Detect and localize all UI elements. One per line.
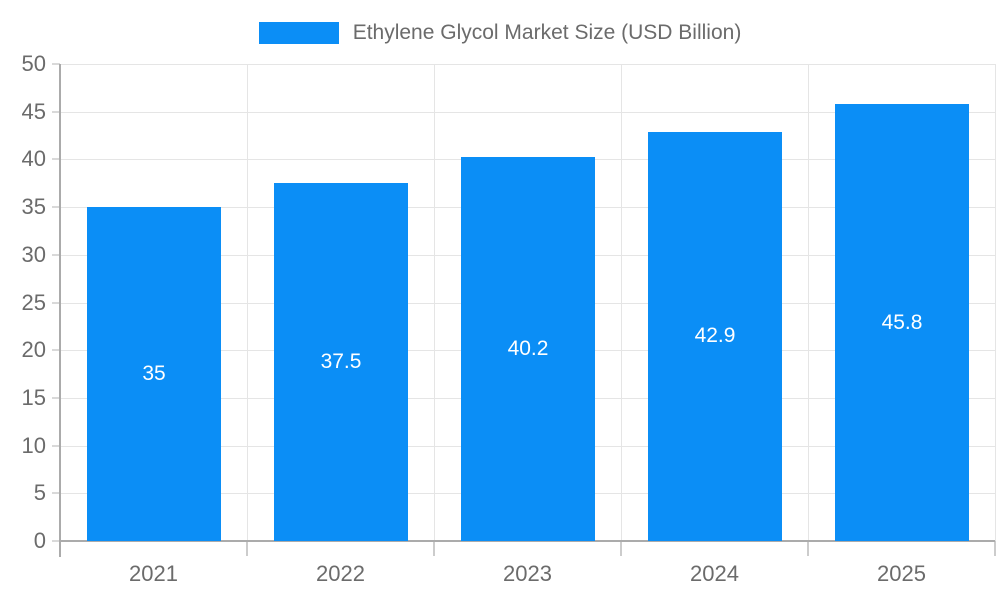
y-axis-tick-label-30: 30 — [21, 242, 46, 267]
x-axis-line — [60, 540, 995, 542]
y-axis-tick-label-15: 15 — [21, 385, 46, 410]
y-axis-tick-15 — [52, 397, 60, 399]
x-gridline-3 — [621, 64, 622, 541]
y-axis-tick-label-0: 0 — [33, 528, 46, 553]
x-gridline-5 — [995, 64, 996, 541]
x-axis-tick-4 — [807, 541, 809, 556]
bar-2024 — [648, 132, 782, 541]
y-gridline-50 — [60, 64, 995, 65]
x-gridline-4 — [808, 64, 809, 541]
x-axis-tick-label-2022: 2022 — [316, 561, 365, 586]
x-axis-tick-3 — [620, 541, 622, 556]
bar-2022 — [274, 183, 408, 541]
y-axis-tick-label-40: 40 — [21, 146, 46, 171]
y-axis-tick-10 — [52, 445, 60, 447]
y-axis-tick-label-5: 5 — [33, 480, 46, 505]
legend-label: Ethylene Glycol Market Size (USD Billion… — [352, 21, 742, 44]
y-axis-tick-20 — [52, 349, 60, 351]
bar-2025 — [835, 104, 969, 541]
y-axis-tick-5 — [52, 492, 60, 494]
y-axis-tick-40 — [52, 158, 60, 160]
y-axis-line — [59, 64, 61, 557]
bar-2023 — [461, 157, 595, 541]
x-axis-tick-1 — [246, 541, 248, 556]
x-axis-tick-label-2024: 2024 — [690, 561, 739, 586]
y-axis-tick-label-25: 25 — [21, 290, 46, 315]
y-axis-tick-label-20: 20 — [21, 337, 46, 362]
legend-swatch — [258, 22, 339, 44]
x-axis-tick-label-2025: 2025 — [877, 561, 926, 586]
bar-value-label-2024: 42.9 — [694, 324, 736, 347]
y-axis-tick-label-35: 35 — [21, 194, 46, 219]
y-axis-tick-label-50: 50 — [21, 51, 46, 76]
y-axis-tick-30 — [52, 254, 60, 256]
y-axis-tick-label-10: 10 — [21, 433, 46, 458]
y-axis-tick-0 — [52, 540, 60, 542]
y-gridline-45 — [60, 112, 995, 113]
x-axis-tick-label-2021: 2021 — [129, 561, 178, 586]
y-axis-tick-35 — [52, 206, 60, 208]
y-axis-tick-label-45: 45 — [21, 99, 46, 124]
bar-value-label-2023: 40.2 — [507, 337, 549, 360]
y-axis-tick-45 — [52, 111, 60, 113]
y-axis-tick-25 — [52, 302, 60, 304]
bar-value-label-2021: 35 — [142, 362, 166, 385]
x-gridline-2 — [434, 64, 435, 541]
x-axis-tick-5 — [994, 541, 996, 556]
y-axis-tick-50 — [52, 63, 60, 65]
bar-2021 — [87, 207, 221, 541]
chart-legend[interactable]: Ethylene Glycol Market Size (USD Billion… — [0, 16, 1000, 50]
x-gridline-1 — [247, 64, 248, 541]
x-axis-tick-2 — [433, 541, 435, 556]
bar-value-label-2025: 45.8 — [881, 311, 923, 334]
x-axis-tick-label-2023: 2023 — [503, 561, 552, 586]
bar-value-label-2022: 37.5 — [320, 350, 362, 373]
